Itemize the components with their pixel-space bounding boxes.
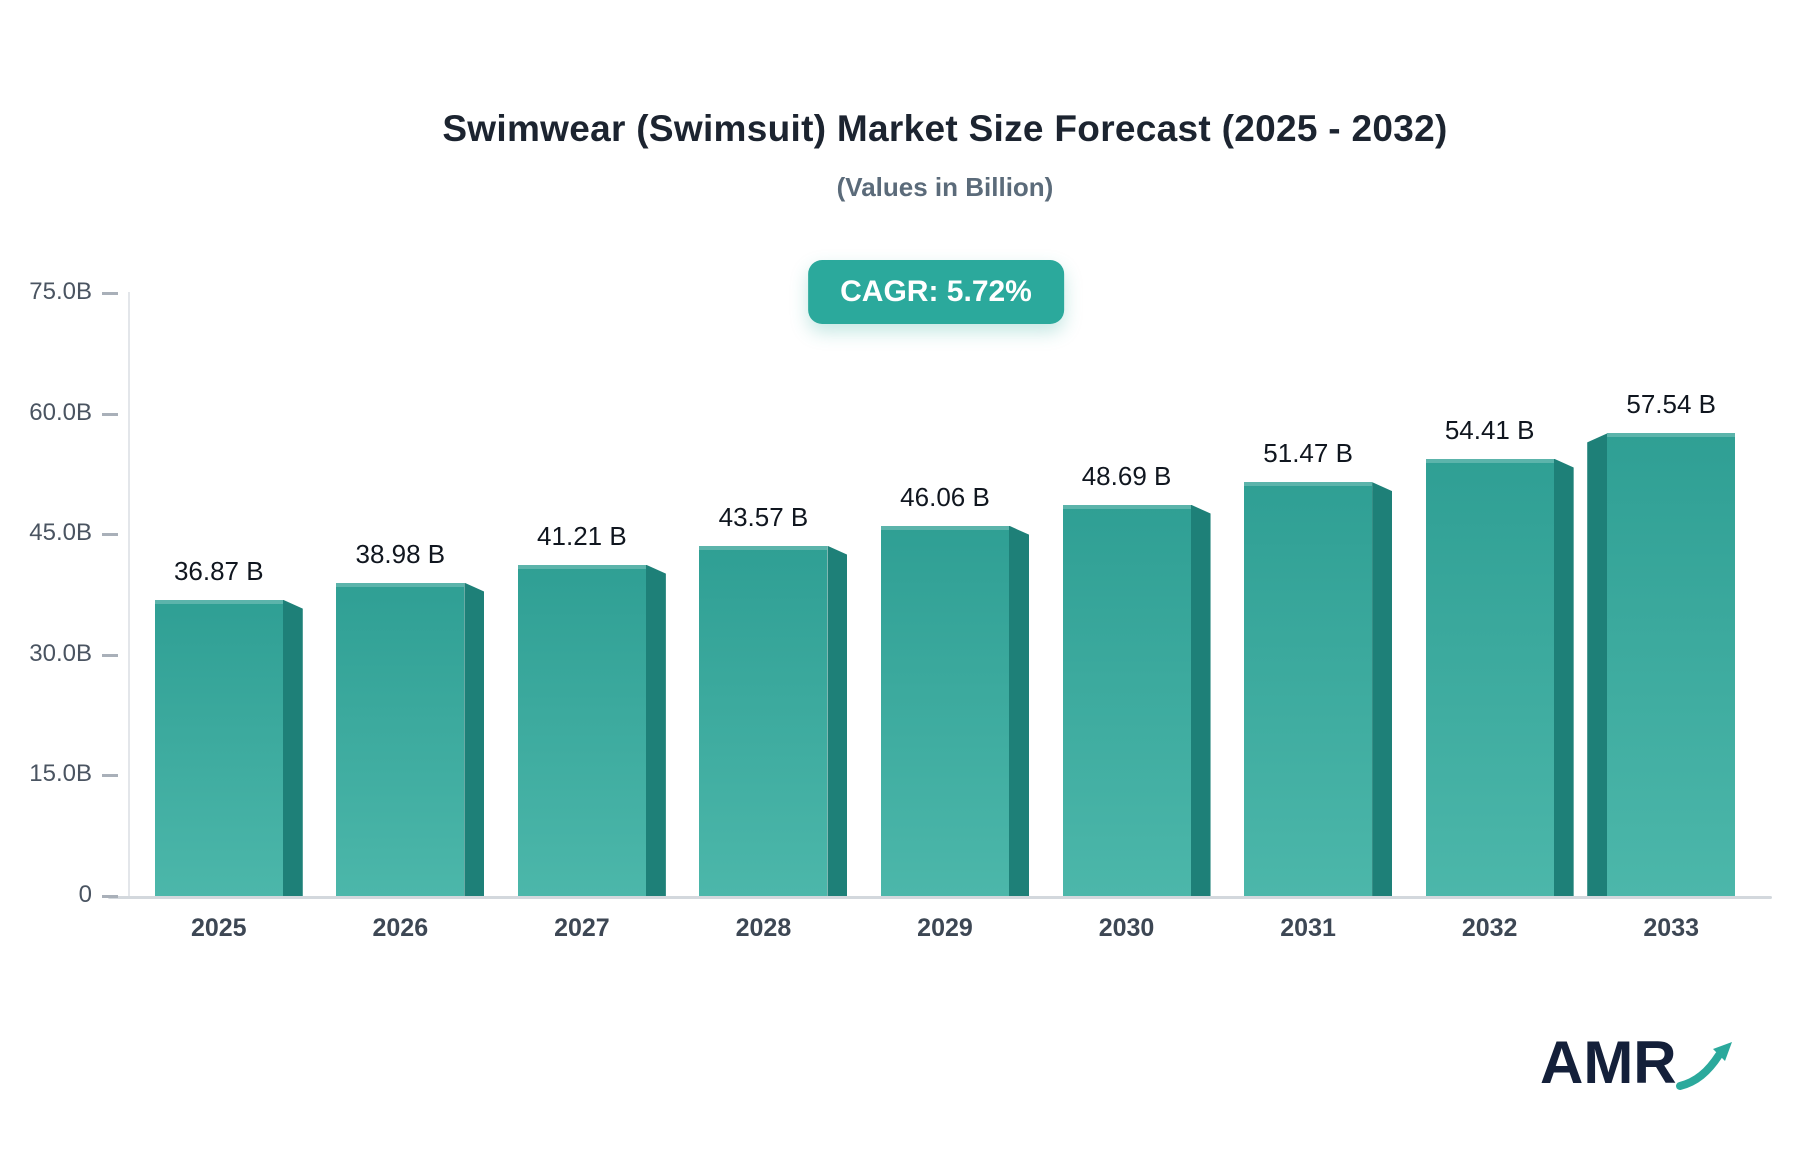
bar-value-label: 36.87 B [173,555,264,586]
x-axis-label-2025: 2025 [190,914,247,942]
x-axis-label-2031: 2031 [1280,914,1336,942]
x-axis-label-2029: 2029 [917,914,973,942]
chart-title: Swimwear (Swimsuit) Market Size Forecast… [442,108,1448,149]
bar-3d-side [827,545,848,896]
bar-2027 [517,564,646,896]
x-axis-label-2026: 2026 [372,914,429,942]
bar-value-label: 48.69 B [1081,460,1172,491]
bar-3d-side [1190,504,1211,896]
bar-value-label: 54.41 B [1444,414,1535,445]
y-axis-label: 45.0B [29,519,92,547]
bar-3d-side [1587,433,1608,896]
x-axis-label-2032: 2032 [1461,914,1518,942]
bar-value-label: 51.47 B [1263,438,1353,469]
bar-3d-side [282,599,303,896]
bar-3d-side [645,564,666,896]
bar-2029 [881,525,1009,896]
bar-value-label: 41.21 B [537,520,627,551]
bar-3d-side [1009,525,1029,896]
y-axis-label: 30.0B [29,639,92,667]
bar-value-label: 46.06 B [900,481,990,512]
y-axis-tick [102,412,118,416]
logo-trend-up-arrow-icon [1676,1042,1732,1090]
cagr-badge: CAGR: 5.72% [808,260,1064,324]
y-axis-tick [102,292,118,295]
y-axis-tick [102,774,118,778]
bar-3d-side [464,582,485,896]
amr-logo-text: AMR [1540,1029,1677,1096]
x-axis-label-2030: 2030 [1098,914,1155,942]
y-axis-label: 75.0B [29,278,92,305]
bar-2028 [699,545,828,896]
bar-2030 [1062,504,1191,896]
bar-value-label: 38.98 B [355,538,446,569]
y-axis-tick [102,653,118,657]
bar-2026 [336,582,465,896]
x-axis-label-2028: 2028 [735,914,792,942]
y-axis-tick [102,895,118,898]
y-axis-label: 15.0B [29,760,92,788]
bar-2032 [1425,458,1554,896]
chart-subtitle: (Values in Billion) [836,172,1054,202]
x-axis-label-2027: 2027 [554,914,610,942]
bar-3d-side [1553,458,1574,896]
y-axis-label: 60.0B [29,398,92,426]
x-axis-label-2033: 2033 [1643,914,1700,942]
bar-3d-side [1372,482,1393,896]
bar-value-label: 43.57 B [718,501,809,532]
y-axis-line [128,292,130,897]
y-axis-tick [102,533,118,537]
amr-logo: AMR [1540,1028,1780,1114]
y-axis-label: 0 [78,881,92,908]
bar-2031 [1244,482,1373,896]
x-axis-line [108,896,1772,899]
bar-2033 [1607,433,1736,896]
bar-2025 [154,599,283,896]
bar-value-label: 57.54 B [1626,389,1717,420]
